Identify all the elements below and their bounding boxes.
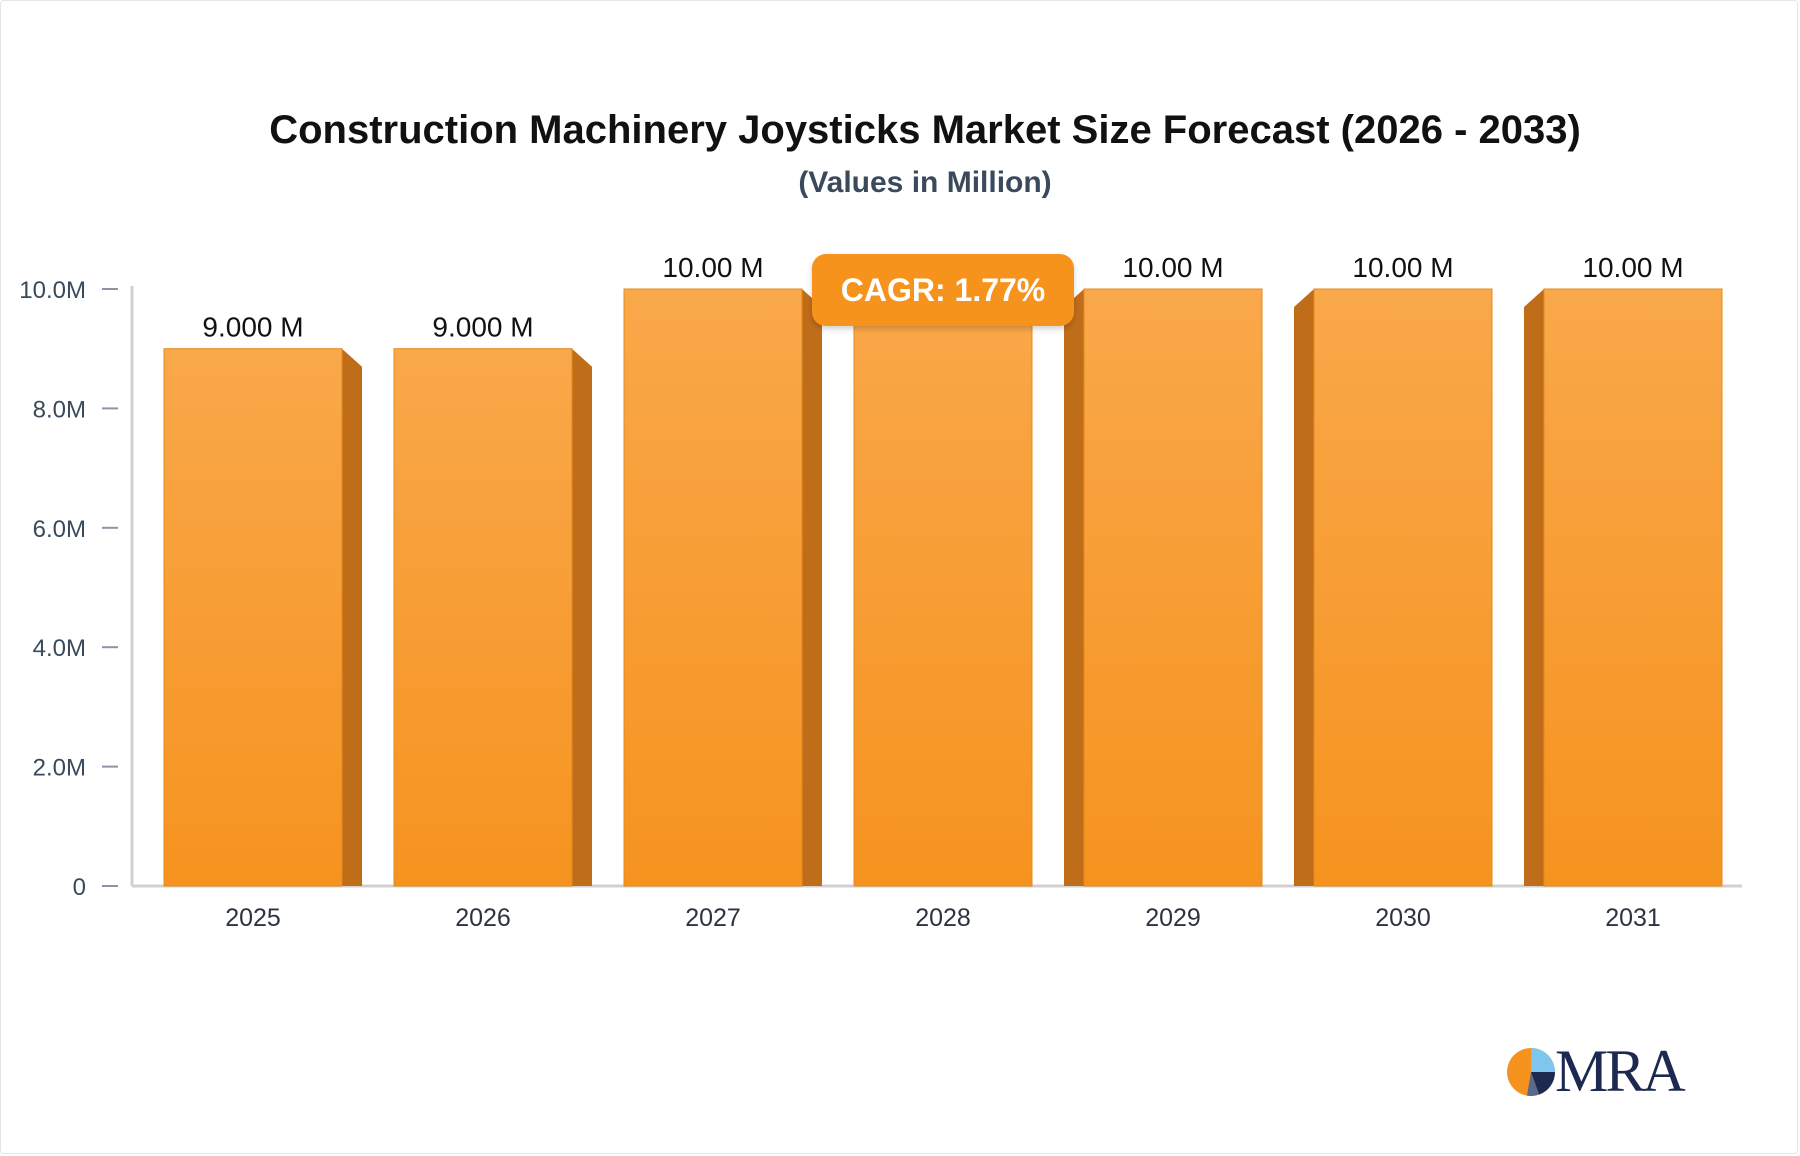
bar-2026 <box>393 348 573 887</box>
x-tick-label: 2026 <box>455 904 511 932</box>
bar-2031 <box>1543 288 1723 887</box>
y-tick-label: 10.0M <box>19 277 86 304</box>
bar-value-label: 10.00 M <box>662 252 763 283</box>
bar-2028 <box>853 288 1033 887</box>
x-tick-label: 2031 <box>1605 904 1661 932</box>
logo-text: MRA <box>1555 1038 1686 1104</box>
bar-side-face <box>572 348 592 886</box>
y-tick-label: 0 <box>73 874 86 901</box>
bar-value-label: 9.000 M <box>202 312 303 343</box>
x-tick-label: 2025 <box>225 904 281 932</box>
chart-title: Construction Machinery Joysticks Market … <box>269 108 1581 152</box>
cagr-badge <box>812 254 1074 326</box>
bar-side-face <box>1524 289 1544 886</box>
y-tick-label: 6.0M <box>33 516 86 543</box>
chart-subtitle: (Values in Million) <box>798 166 1052 199</box>
x-tick-label: 2028 <box>915 904 971 932</box>
cagr-badge-label: CAGR: 1.77% <box>841 272 1046 308</box>
bar-2027 <box>623 288 803 887</box>
y-tick-label: 4.0M <box>33 635 86 662</box>
bar-side-face <box>802 289 822 886</box>
logo-pie-icon <box>1507 1048 1555 1096</box>
y-tick-label: 8.0M <box>33 396 86 423</box>
bar-value-label: 9.000 M <box>432 312 533 343</box>
bar-2029 <box>1083 288 1263 887</box>
bar-side-face <box>1294 289 1314 886</box>
bar-value-label: 10.00 M <box>1122 252 1223 283</box>
bar-value-label: 10.00 M <box>1352 252 1453 283</box>
mra-logo: MRA <box>1505 1038 1695 1104</box>
bar-2025 <box>163 348 343 887</box>
bar-value-label: 10.00 M <box>1582 252 1683 283</box>
x-tick-label: 2029 <box>1145 904 1201 932</box>
x-tick-label: 2030 <box>1375 904 1431 932</box>
x-tick-label: 2027 <box>685 904 741 932</box>
y-tick-label: 2.0M <box>33 755 86 782</box>
bar-side-face <box>342 348 362 886</box>
bar-side-face <box>1064 289 1084 886</box>
bar-2030 <box>1313 288 1493 887</box>
